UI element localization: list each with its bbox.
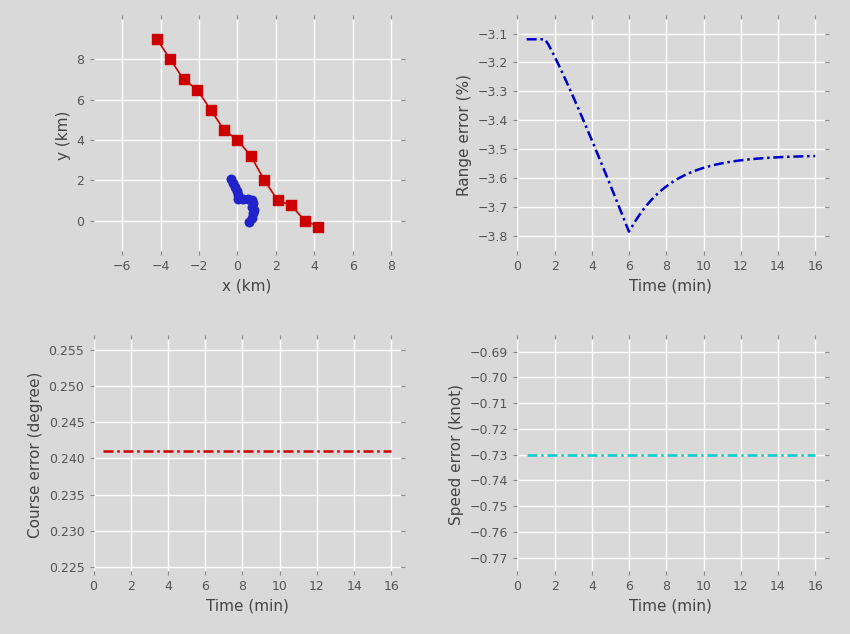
- Point: [163, 55, 177, 65]
- Y-axis label: Course error (degree): Course error (degree): [28, 372, 43, 538]
- Point: [242, 216, 256, 226]
- Point: [218, 125, 231, 135]
- Point: [190, 84, 204, 94]
- Point: [150, 34, 164, 44]
- Point: [226, 178, 240, 188]
- Point: [232, 190, 246, 200]
- X-axis label: x (km): x (km): [223, 278, 272, 294]
- Y-axis label: y (km): y (km): [56, 110, 71, 160]
- Point: [241, 194, 255, 204]
- Point: [285, 200, 298, 210]
- Point: [224, 174, 237, 184]
- Point: [230, 135, 244, 145]
- X-axis label: Time (min): Time (min): [630, 278, 712, 294]
- X-axis label: Time (min): Time (min): [206, 598, 288, 613]
- Point: [244, 151, 258, 161]
- Point: [232, 194, 246, 204]
- Point: [245, 195, 258, 205]
- Y-axis label: Speed error (knot): Speed error (knot): [450, 384, 464, 525]
- Y-axis label: Range error (%): Range error (%): [457, 74, 473, 196]
- Point: [245, 212, 258, 223]
- Point: [246, 198, 259, 209]
- Point: [247, 205, 261, 216]
- Point: [245, 202, 258, 212]
- Point: [258, 175, 271, 185]
- Point: [298, 216, 311, 226]
- Point: [228, 182, 241, 192]
- X-axis label: Time (min): Time (min): [630, 598, 712, 613]
- Point: [177, 74, 190, 84]
- Point: [236, 194, 250, 204]
- Point: [204, 105, 218, 115]
- Point: [311, 221, 325, 231]
- Point: [271, 195, 285, 205]
- Point: [230, 186, 243, 197]
- Point: [246, 209, 259, 219]
